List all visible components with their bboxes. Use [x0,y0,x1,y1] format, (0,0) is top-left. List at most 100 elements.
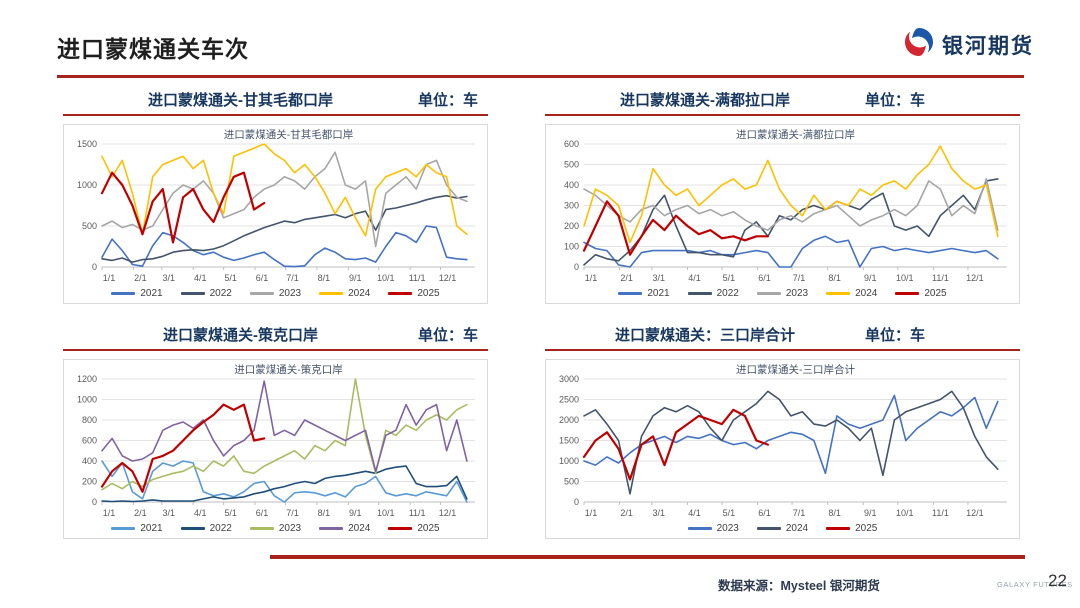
y-tick-label: 200 [82,477,97,487]
y-tick-label: 100 [564,242,579,252]
x-tick-label: 8/1 [318,508,331,518]
series-line-2025 [582,200,769,256]
y-tick-label: 400 [564,180,579,190]
galaxy-swirl-icon [903,26,935,63]
x-tick-label: 9/1 [349,508,362,518]
legend-item-2021: 2021 [111,523,163,534]
galaxy-futures-logo: 银河期货 [903,26,1034,63]
legend-label: 2023 [785,288,809,299]
x-tick-label: 9/1 [349,273,362,283]
series-line-2022 [583,178,999,266]
legend-label: 2025 [855,523,878,534]
panel-divider [63,114,488,116]
legend-label: 2024 [348,523,371,534]
y-tick-label: 3000 [559,374,579,384]
x-tick-label: 4/1 [194,508,207,518]
legend-swatch [756,292,781,295]
chart-inner-title: 进口蒙煤通关-三口岸合计 [736,363,855,376]
y-tick-label: 0 [574,262,579,272]
series-line-2021 [583,235,999,268]
x-tick-label: 5/1 [224,508,237,518]
chart-panel-total: 进口蒙煤通关：三口岸合计 单位：车 0 500 1000 1500 2000 2500 30… [545,322,1020,539]
legend-label: 2023 [716,523,739,534]
chart-panel-ganqimaodu: 进口蒙煤通关-甘其毛都口岸 单位：车 0 500 1000 1500 1/1 2/1 3/1… [63,87,488,304]
panel-header: 进口蒙煤通关-甘其毛都口岸 单位：车 [63,87,488,111]
series-line-2023 [101,151,468,248]
series-line-2024 [101,143,468,237]
page-title: 进口蒙煤通关车次 [57,36,249,62]
y-tick-label: 600 [564,139,579,149]
x-tick-label: 11/1 [932,273,949,283]
chart-box: 0 100 200 300 400 500 600 1/1 2/1 3/1 4/1 5/1 6/1 7/1… [545,124,1020,304]
series-line-2024 [101,380,468,473]
legend-label: 2022 [209,288,232,299]
legend-swatch [319,292,344,295]
x-tick-label: 12/1 [439,273,457,283]
x-tick-label: 7/1 [793,508,806,518]
unit-label: 单位：车 [417,326,478,344]
series-line-2023 [583,394,999,475]
legend-label: 2024 [348,288,371,299]
y-tick-label: 400 [82,456,97,466]
legend-item-2023: 2023 [249,523,301,534]
legend-swatch [111,527,136,530]
legend-label: 2023 [278,288,302,299]
legend-item-2025: 2025 [388,288,440,299]
x-tick-label: 6/1 [758,273,771,283]
series-line-2021 [101,225,468,268]
legend-swatch [180,292,205,295]
legend-item-2024: 2024 [756,523,808,534]
x-tick-label: 8/1 [828,508,841,518]
page-number: 22 [1048,571,1067,590]
y-tick-label: 500 [82,221,97,231]
y-tick-label: 800 [82,415,97,425]
y-tick-label: 1000 [77,395,97,405]
chart-legend: 2021 2022 2023 2024 2025 [66,288,485,299]
legend-swatch [826,527,851,530]
x-tick-label: 5/1 [224,273,237,283]
chart-box: 0 500 1000 1500 1/1 2/1 3/1 4/1 5/1 6/1 7/1 8/1 9/1 1… [63,124,488,304]
chart-panel-mandula: 进口蒙煤通关-满都拉口岸 单位：车 0 100 200 300 400 500 600 1/1… [545,87,1020,304]
data-source: 数据来源：Mysteel 银河期货 [718,579,880,593]
x-tick-label: 8/1 [318,273,331,283]
legend-swatch [249,527,274,530]
panel-title: 进口蒙煤通关-策克口岸 [162,326,318,344]
legend-label: 2022 [209,523,232,534]
x-tick-label: 12/1 [439,508,457,518]
x-tick-label: 2/1 [134,508,147,518]
x-tick-label: 11/1 [932,508,949,518]
panel-title: 进口蒙煤通关-满都拉口岸 [619,91,790,109]
legend-item-2024: 2024 [826,288,877,299]
panel-header: 进口蒙煤通关：三口岸合计 单位：车 [545,322,1020,346]
panel-header: 进口蒙煤通关-策克口岸 单位：车 [63,322,488,346]
x-tick-label: 12/1 [966,273,984,283]
legend-item-2023: 2023 [249,288,302,299]
title-divider [57,75,1024,78]
legend-label: 2025 [417,523,440,534]
legend-item-2021: 2021 [618,288,670,299]
series-line-2022 [101,194,468,263]
legend-label: 2021 [140,523,163,534]
legend-label: 2021 [140,288,163,299]
panel-divider [545,349,1020,351]
chart-legend: 2021 2022 2023 2024 2025 [66,523,485,534]
y-tick-label: 2500 [559,395,579,405]
chart-legend: 2023 2024 2025 [548,523,1017,534]
legend-swatch [388,292,413,295]
y-tick-label: 1500 [559,436,579,446]
legend-swatch [826,292,851,295]
y-tick-label: 0 [574,497,579,507]
legend-item-2025: 2025 [826,523,877,534]
chart-legend: 2021 2022 2023 2024 2025 [548,288,1017,299]
y-tick-label: 1200 [77,374,97,384]
legend-item-2022: 2022 [687,288,739,299]
legend-item-2021: 2021 [111,288,163,299]
legend-item-2023: 2023 [756,288,809,299]
x-tick-label: 4/1 [194,273,207,283]
x-tick-label: 10/1 [377,508,395,518]
legend-swatch [687,527,712,530]
footer-divider [270,555,1025,559]
line-chart-mandula: 0 100 200 300 400 500 600 1/1 2/1 3/1 4/1 5/1 6/1 7/1… [564,128,1007,283]
legend-label: 2025 [417,288,440,299]
